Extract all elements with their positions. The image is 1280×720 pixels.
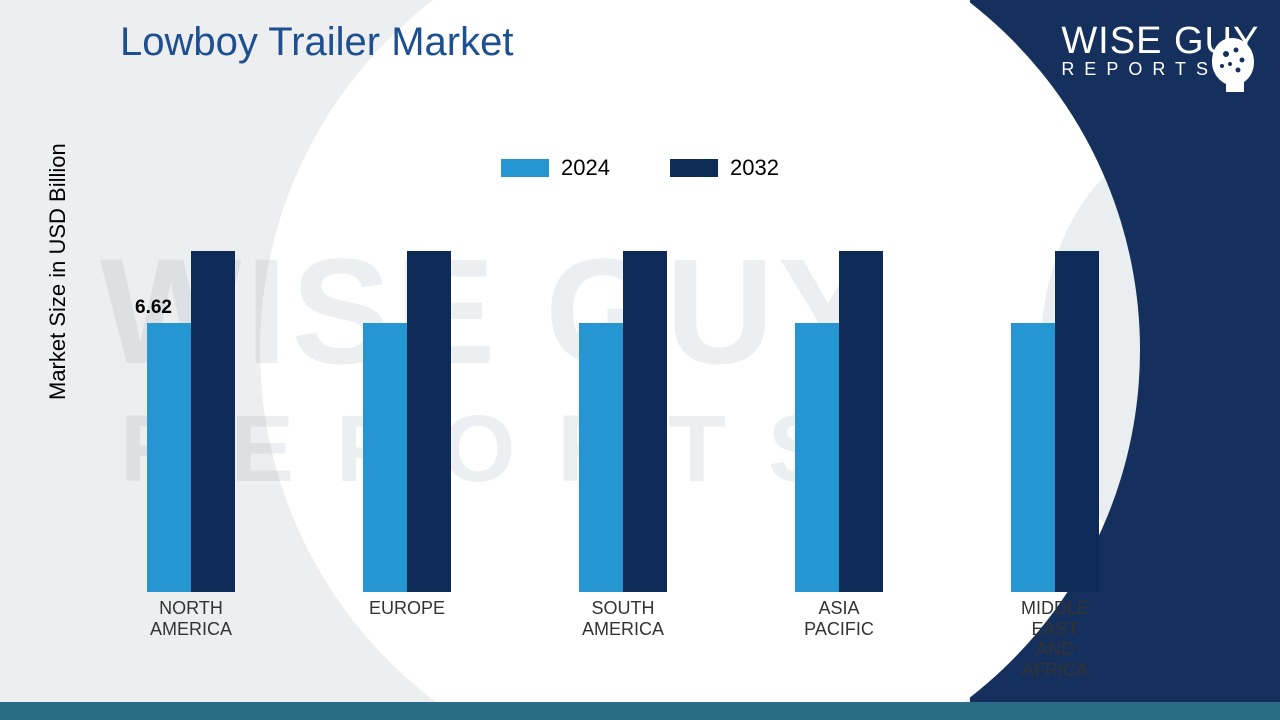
bar [795,323,839,592]
bar [363,323,407,592]
category-label: NORTHAMERICA [111,598,271,639]
plot-area [105,186,963,592]
legend-item-2032: 2032 [670,155,779,181]
bar [579,323,623,592]
bar [147,323,191,592]
bar [1055,251,1099,592]
legend-swatch-2024 [501,159,549,177]
legend-label-2024: 2024 [561,155,610,181]
bar [839,251,883,592]
legend: 2024 2032 [501,155,779,181]
category-label: MIDDLEEASTANDAFRICA [975,598,1135,681]
y-axis-label: Market Size in USD Billion [45,143,71,400]
legend-label-2032: 2032 [730,155,779,181]
category-label: EUROPE [327,598,487,619]
category-label: SOUTHAMERICA [543,598,703,639]
logo-head-icon [1208,36,1256,94]
bar [1011,323,1055,592]
bar [407,251,451,592]
stage: WISE GUY REPORTS Lowboy Trailer Market 2… [0,0,1280,720]
brand-logo: WISE GUY REPORTS [1061,20,1264,80]
chart-title: Lowboy Trailer Market [120,20,513,65]
legend-item-2024: 2024 [501,155,610,181]
legend-swatch-2032 [670,159,718,177]
category-label: ASIAPACIFIC [759,598,919,639]
data-label: 6.62 [135,297,172,319]
bar [191,251,235,592]
bottom-accent-bar [0,702,1280,720]
bar [623,251,667,592]
